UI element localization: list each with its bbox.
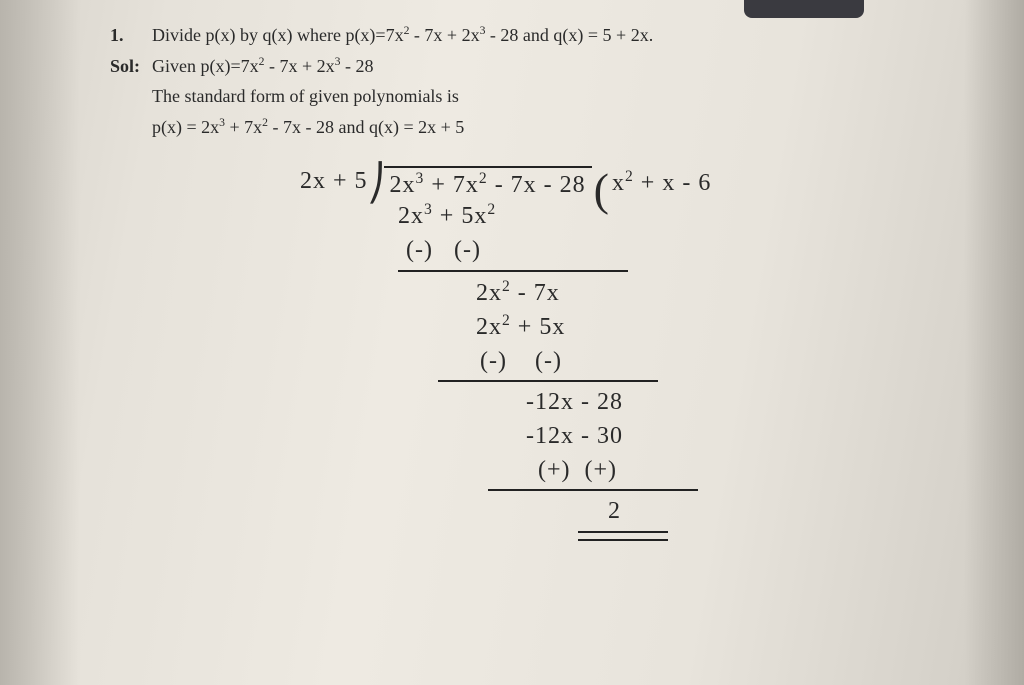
work-line: 2x3 + 5x2 [398,199,944,234]
work-line: (-) (-) [398,234,944,268]
work-rule [578,539,668,541]
page-tab-shadow [744,0,864,18]
work-line: -12x - 30 [398,420,944,454]
work-line: 2x2 - 7x [398,276,944,311]
quotient-open-paren: ( [592,180,612,213]
question-number: 1. [110,20,152,51]
work-rule [438,380,658,382]
work-line: (-) (-) [398,345,944,379]
long-division-header: 2x + 5 ⎠ 2x3 + 7x2 - 7x - 28 ( x2 + x - … [300,166,944,199]
work-line: 2x2 + 5x [398,310,944,345]
long-division-work: 2x3 + 5x2(-) (-)2x2 - 7x2x2 + 5x(-) (-)-… [398,199,944,540]
division-bracket: ⎠ [370,166,384,199]
divisor: 2x + 5 [300,166,370,195]
work-line: -12x - 28 [398,386,944,420]
work-rule [488,489,698,491]
work-rule [578,531,668,533]
work-rule [398,270,628,272]
question-row: 1. Divide p(x) by q(x) where p(x)=7x2 - … [110,20,944,51]
work-line: (+) (+) [398,454,944,488]
question-text: Divide p(x) by q(x) where p(x)=7x2 - 7x … [152,20,653,51]
solution-given: Given p(x)=7x2 - 7x + 2x3 - 28 [152,51,373,82]
quotient: x2 + x - 6 [612,166,711,197]
solution-label: Sol: [110,51,152,82]
solution-stdform-intro: The standard form of given polynomials i… [110,81,944,112]
solution-given-row: Sol: Given p(x)=7x2 - 7x + 2x3 - 28 [110,51,944,82]
work-line: 2 [398,495,944,529]
solution-stdform: p(x) = 2x3 + 7x2 - 7x - 28 and q(x) = 2x… [110,112,944,143]
dividend: 2x3 + 7x2 - 7x - 28 [384,166,592,199]
long-division: 2x + 5 ⎠ 2x3 + 7x2 - 7x - 28 ( x2 + x - … [300,166,944,540]
